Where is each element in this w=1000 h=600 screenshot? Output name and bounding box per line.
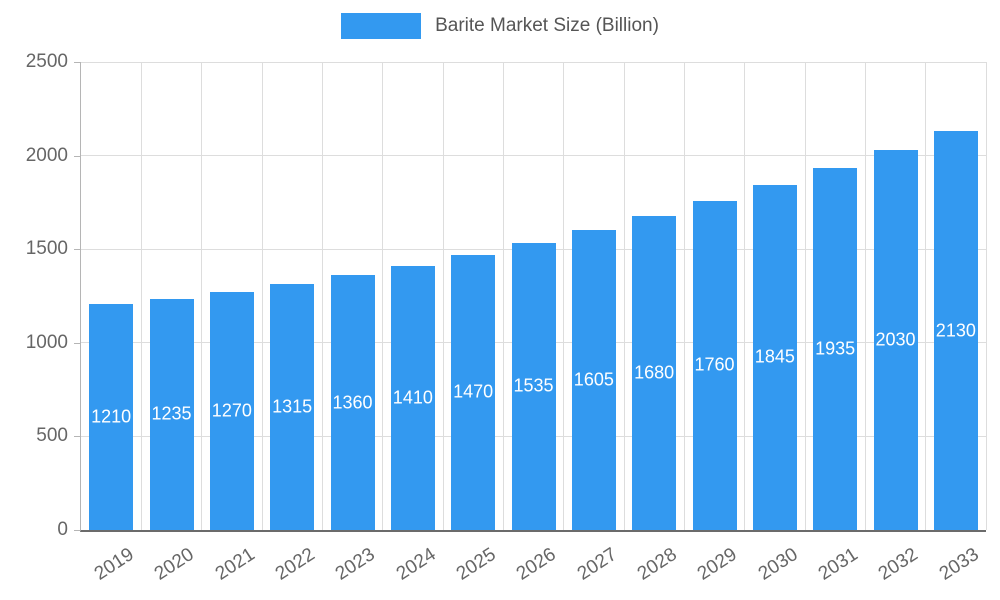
y-tick-label: 500 bbox=[36, 425, 68, 447]
gridline-vertical bbox=[683, 62, 685, 530]
legend-swatch-icon bbox=[341, 13, 422, 39]
bar bbox=[330, 275, 375, 530]
x-tick-label: 2029 bbox=[694, 544, 741, 585]
gridline-vertical bbox=[985, 62, 987, 530]
bar bbox=[89, 303, 134, 530]
bar bbox=[451, 254, 496, 530]
y-tick-label: 2000 bbox=[25, 144, 68, 166]
gridline-vertical bbox=[382, 62, 384, 530]
x-tick-label: 2023 bbox=[332, 544, 379, 585]
gridline-horizontal bbox=[81, 61, 986, 63]
bar bbox=[390, 266, 435, 530]
bar bbox=[632, 215, 677, 530]
x-tick-label: 2022 bbox=[271, 544, 319, 585]
gridline-vertical bbox=[321, 62, 323, 530]
gridline-vertical bbox=[442, 62, 444, 530]
x-tick-label: 2028 bbox=[633, 544, 681, 585]
x-tick-label: 2031 bbox=[814, 544, 862, 585]
gridline-vertical bbox=[864, 62, 866, 530]
gridline-vertical bbox=[201, 62, 203, 530]
y-tick-label: 0 bbox=[57, 519, 68, 540]
bar bbox=[571, 229, 616, 530]
bar bbox=[511, 242, 556, 530]
bar bbox=[149, 298, 194, 530]
bar bbox=[813, 167, 858, 530]
bar bbox=[933, 131, 978, 530]
y-tick-label: 2500 bbox=[25, 51, 68, 72]
x-tick-label: 2032 bbox=[875, 544, 922, 585]
plot-area: 1210 1235 1270 1315 1360 1410 1470 1535 1605 1680… bbox=[80, 61, 987, 532]
x-tick-label: 2024 bbox=[392, 544, 440, 585]
gridline-vertical bbox=[623, 62, 625, 530]
x-tick-label: 2030 bbox=[754, 544, 802, 585]
gridline-horizontal bbox=[81, 155, 986, 157]
x-tick-label: 2019 bbox=[90, 544, 138, 585]
gridline-vertical bbox=[140, 62, 142, 530]
gridline-vertical bbox=[925, 62, 927, 530]
gridline-vertical bbox=[502, 62, 504, 530]
x-tick-label: 2020 bbox=[151, 544, 198, 585]
bar bbox=[752, 184, 797, 530]
bar bbox=[209, 292, 254, 530]
legend-label: Barite Market Size (Billion) bbox=[435, 15, 659, 36]
y-tick-label: 1500 bbox=[25, 238, 68, 260]
legend[interactable]: Barite Market Size (Billion) bbox=[0, 11, 1000, 41]
x-tick-label: 2033 bbox=[935, 544, 983, 585]
y-tick-label: 1000 bbox=[25, 331, 68, 353]
bar bbox=[692, 200, 737, 530]
gridline-vertical bbox=[563, 62, 565, 530]
gridline-vertical bbox=[804, 62, 806, 530]
gridline-vertical bbox=[261, 62, 263, 530]
x-tick-label: 2025 bbox=[452, 544, 500, 585]
x-tick-label: 2021 bbox=[211, 544, 259, 585]
bar bbox=[873, 149, 918, 530]
bar bbox=[270, 283, 315, 530]
x-tick-label: 2026 bbox=[513, 544, 560, 585]
gridline-vertical bbox=[744, 62, 746, 530]
x-tick-label: 2027 bbox=[573, 544, 621, 585]
